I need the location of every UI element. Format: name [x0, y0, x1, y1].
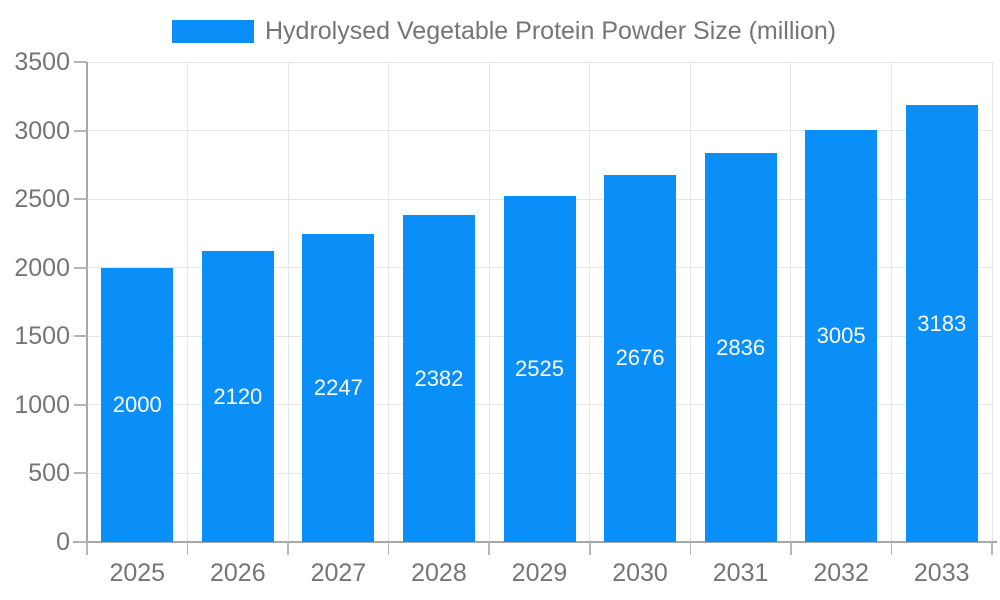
x-axis-tick: [890, 542, 893, 555]
bar[interactable]: 2247: [302, 233, 375, 542]
gridline-vertical: [488, 62, 490, 542]
x-axis-tick: [186, 542, 189, 555]
y-axis-tick: [74, 266, 87, 269]
y-axis-tick-label: 3500: [14, 48, 70, 76]
bar[interactable]: 2382: [402, 215, 475, 542]
gridline-horizontal: [87, 61, 992, 63]
x-axis-tick-label: 2026: [210, 559, 266, 587]
bar-value-label: 2000: [112, 391, 162, 417]
y-axis-line: [85, 62, 88, 542]
x-axis-tick: [86, 542, 88, 555]
x-axis-tick: [287, 542, 289, 555]
gridline-vertical: [388, 62, 390, 542]
bar[interactable]: 3183: [905, 105, 978, 542]
bar[interactable]: 2120: [201, 251, 274, 542]
x-axis-tick: [589, 542, 591, 555]
y-axis-tick-label: 1500: [14, 322, 70, 351]
gridline-horizontal: [87, 130, 992, 132]
bar-value-label: 2382: [414, 365, 464, 391]
legend-swatch-icon: [172, 20, 254, 43]
y-axis-tick-label: 2000: [14, 253, 70, 282]
x-axis-tick-label: 2032: [813, 559, 869, 587]
chart-legend[interactable]: Hydrolysed Vegetable Protein Powder Size…: [172, 17, 837, 45]
bar-value-label: 2836: [716, 334, 766, 360]
y-axis-tick: [74, 472, 87, 475]
gridline-vertical: [890, 62, 892, 542]
bar-value-label: 2247: [313, 374, 363, 400]
x-axis-tick: [387, 542, 390, 555]
bar[interactable]: 3005: [805, 129, 878, 542]
x-axis-tick-label: 2031: [712, 559, 769, 587]
bar[interactable]: 2000: [101, 267, 174, 542]
y-axis-tick: [74, 403, 87, 406]
legend-label: Hydrolysed Vegetable Protein Powder Size…: [265, 17, 837, 45]
x-axis-tick: [790, 542, 792, 555]
y-axis-tick-label: 0: [56, 528, 70, 556]
y-axis-tick-label: 1000: [14, 390, 70, 419]
bar-value-label: 3005: [816, 322, 866, 348]
bar-value-label: 2525: [515, 355, 564, 381]
bar-value-label: 2120: [213, 383, 263, 409]
gridline-vertical: [589, 62, 591, 542]
x-axis-tick-label: 2028: [411, 559, 467, 587]
y-axis-tick: [74, 335, 87, 338]
bar-value-label: 2676: [615, 345, 665, 371]
x-axis-tick-label: 2029: [511, 559, 568, 587]
bar[interactable]: 2525: [503, 195, 576, 542]
gridline-vertical: [287, 62, 289, 542]
gridline-vertical: [689, 62, 691, 542]
bar[interactable]: 2676: [604, 175, 677, 542]
y-axis-tick-label: 3000: [14, 116, 70, 145]
y-axis-tick: [74, 129, 87, 132]
x-axis-tick-label: 2027: [310, 559, 367, 587]
x-axis-tick-label: 2033: [913, 559, 970, 587]
y-axis-tick-label: 500: [28, 459, 70, 488]
y-axis-tick: [74, 198, 87, 201]
x-axis-tick-label: 2025: [109, 559, 166, 587]
x-axis-tick: [991, 542, 993, 555]
x-axis-tick: [488, 542, 490, 555]
x-axis-tick-label: 2030: [612, 559, 668, 587]
x-axis-tick: [689, 542, 692, 555]
bar[interactable]: 2836: [704, 153, 777, 542]
y-axis-tick: [74, 541, 87, 543]
gridline-vertical: [790, 62, 792, 542]
gridline-vertical: [187, 62, 189, 542]
y-axis-tick-label: 2500: [14, 185, 70, 214]
gridline-vertical: [991, 62, 993, 542]
bar-value-label: 3183: [917, 310, 967, 336]
y-axis-tick: [74, 61, 87, 63]
